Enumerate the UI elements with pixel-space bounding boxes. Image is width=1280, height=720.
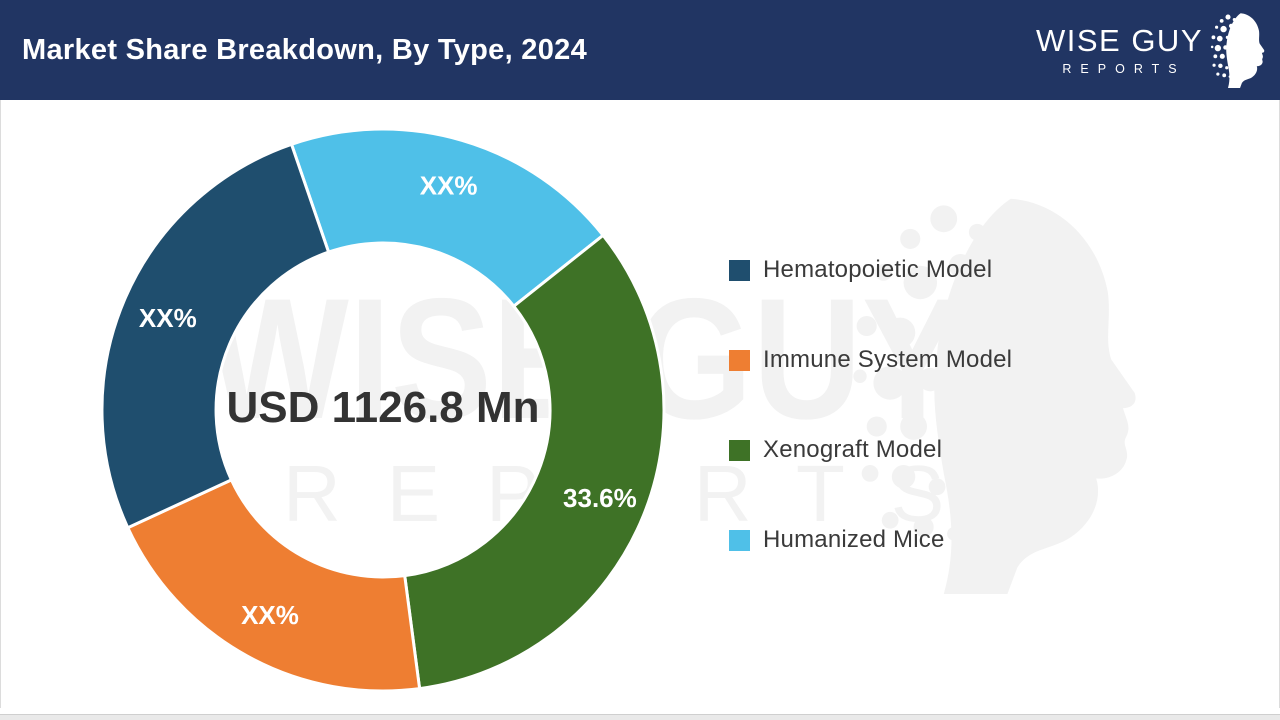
legend-item-humanized-mice[interactable]: Humanized Mice	[729, 525, 1012, 555]
legend-label-hematopoietic-model: Hematopoietic Model	[763, 256, 993, 283]
donut-segment-humanized-mice[interactable]	[289, 127, 606, 309]
legend-label-xenograft-model: Xenograft Model	[763, 436, 943, 463]
legend-item-xenograft-model[interactable]: Xenograft Model	[729, 435, 1012, 465]
legend: Hematopoietic Model Immune System Model …	[729, 255, 1012, 555]
legend-swatch-hematopoietic-model	[729, 259, 750, 281]
donut-segment-hematopoietic-model[interactable]	[100, 142, 331, 530]
brand-logo-text: WISE GUY REPORTS	[1036, 25, 1203, 76]
legend-label-humanized-mice: Humanized Mice	[763, 526, 945, 553]
chart-area: WISE GUY REPORTS XX%33.6%XX%XX% USD 1126…	[0, 100, 1280, 708]
brand-subtitle: REPORTS	[1062, 61, 1186, 76]
header-bar: Market Share Breakdown, By Type, 2024 WI…	[0, 0, 1280, 100]
legend-item-immune-system-model[interactable]: Immune System Model	[729, 345, 1012, 375]
legend-swatch-xenograft-model	[729, 439, 750, 461]
brand-name: WISE GUY	[1035, 22, 1203, 58]
legend-item-hematopoietic-model[interactable]: Hematopoietic Model	[729, 255, 1012, 285]
legend-swatch-immune-system-model	[729, 349, 750, 371]
donut-segment-xenograft-model[interactable]	[403, 233, 666, 691]
page-title: Market Share Breakdown, By Type, 2024	[22, 33, 588, 66]
legend-label-immune-system-model: Immune System Model	[763, 346, 1013, 373]
donut-center-value: USD 1126.8 Mn	[226, 383, 540, 432]
legend-swatch-humanized-mice	[729, 529, 750, 551]
brand-head-icon	[1210, 13, 1265, 88]
page-bottom-edge	[0, 714, 1280, 720]
donut-chart: XX%33.6%XX%XX%	[100, 127, 666, 693]
donut-segment-immune-system-model[interactable]	[125, 477, 422, 693]
brand-logo: WISE GUY REPORTS	[1036, 8, 1266, 92]
